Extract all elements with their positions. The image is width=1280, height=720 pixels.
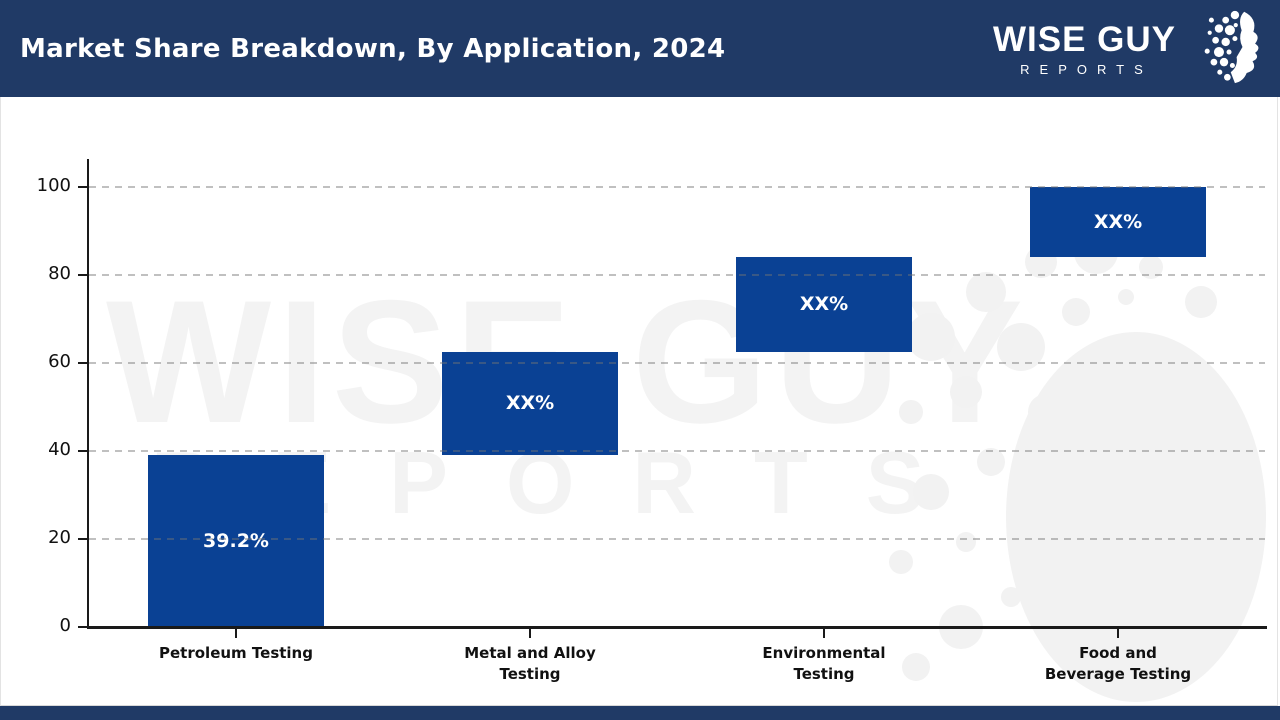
watermark-head-icon — [871, 207, 1271, 705]
logo-wordmark: WISE GUY — [992, 19, 1176, 59]
y-tick — [78, 186, 88, 188]
brand-logo: WISE GUY REPORTS — [993, 5, 1266, 93]
gridline — [89, 538, 1265, 540]
plot: 0 20 40 60 80 100 39.2% XX% XX% XX% Petroleum Test… — [1, 97, 1277, 705]
x-category-label: Food and Beverage Testing — [1044, 644, 1192, 683]
page-title: Market Share Breakdown, By Application, … — [20, 33, 726, 64]
x-category-label: Petroleum Testing — [159, 644, 313, 662]
bar-value-label: XX% — [799, 293, 849, 316]
y-tick-label: 40 — [48, 439, 71, 460]
x-tick — [1117, 629, 1119, 638]
y-tick-label: 80 — [48, 263, 71, 284]
x-category-label: Environmental Testing — [762, 644, 886, 683]
y-tick — [78, 626, 88, 628]
logo-head-icon — [1182, 5, 1266, 93]
bar: 39.2% — [148, 454, 324, 627]
y-tick-label: 20 — [48, 527, 71, 548]
logo-text: WISE GUY REPORTS — [993, 22, 1176, 76]
gridline — [89, 274, 1265, 276]
bar: XX% — [1030, 187, 1206, 258]
footer-bar — [0, 706, 1280, 720]
header: Market Share Breakdown, By Application, … — [0, 0, 1280, 97]
y-axis-line — [87, 159, 89, 629]
gridline — [89, 362, 1265, 364]
y-tick — [78, 538, 88, 540]
bar-value-label: XX% — [1093, 211, 1143, 234]
bar: XX% — [442, 351, 618, 455]
bar-value-label: XX% — [505, 392, 555, 415]
x-axis-line — [87, 626, 1267, 629]
y-tick — [78, 450, 88, 452]
bar: XX% — [736, 257, 912, 352]
x-tick — [235, 629, 237, 638]
x-category-label: Metal and Alloy Testing — [464, 644, 596, 683]
logo-tagline: REPORTS — [1020, 61, 1153, 77]
gridline — [89, 186, 1265, 188]
y-tick-label: 100 — [36, 175, 71, 196]
y-tick — [78, 274, 88, 276]
y-tick-label: 0 — [59, 615, 71, 636]
y-tick-label: 60 — [48, 351, 71, 372]
gridline — [89, 450, 1265, 452]
y-tick — [78, 362, 88, 364]
x-tick — [529, 629, 531, 638]
x-tick — [823, 629, 825, 638]
bar-value-label: 39.2% — [203, 529, 269, 552]
